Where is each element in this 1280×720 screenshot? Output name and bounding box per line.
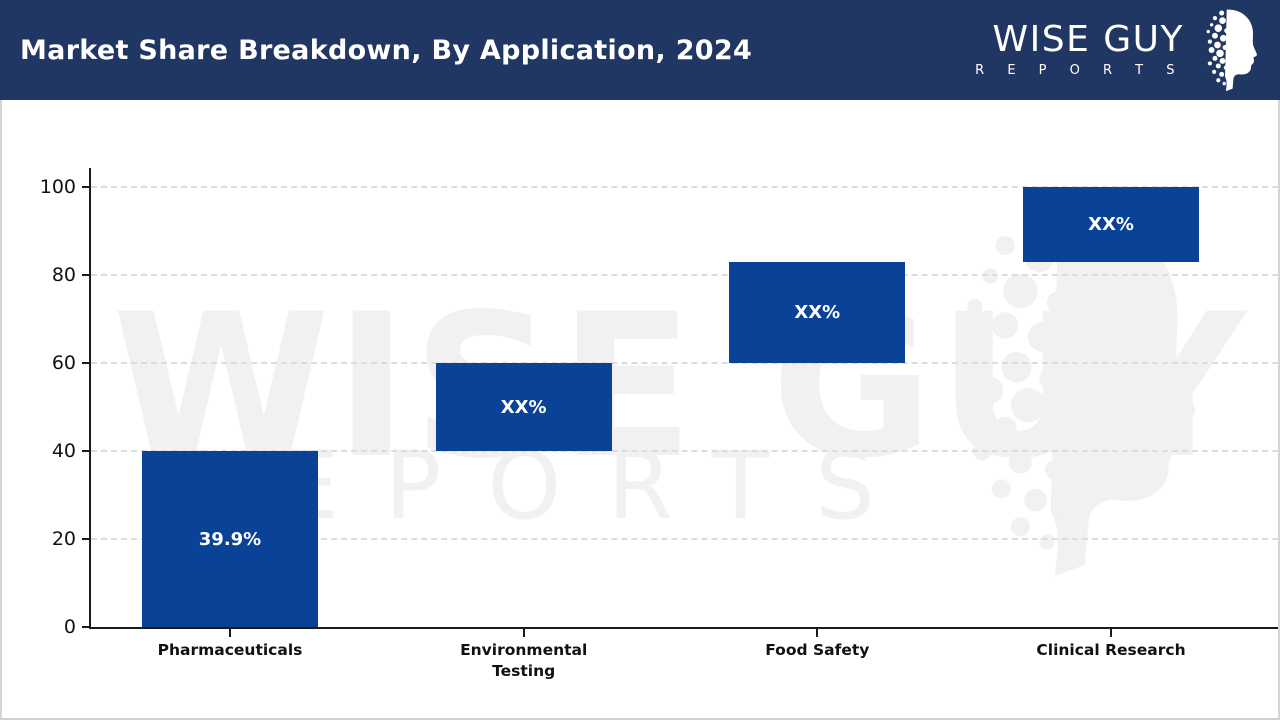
gridline <box>91 186 1278 188</box>
gridline <box>91 450 1278 452</box>
logo-wordmark: WISE GUY <box>992 19 1184 60</box>
x-axis-tick-mark <box>816 629 819 637</box>
bar-value-label: XX% <box>500 396 547 418</box>
x-axis-line <box>89 627 1278 629</box>
y-axis-tick-label: 80 <box>51 264 76 286</box>
x-axis-tick-mark <box>1110 629 1112 637</box>
header: Market Share Breakdown, By Application, … <box>0 0 1280 100</box>
x-axis-tick-mark <box>229 629 231 637</box>
y-axis-tick-label: 0 <box>63 616 76 638</box>
bar-value-label: XX% <box>1088 213 1134 235</box>
logo-text: WISE GUY R E P O R T S <box>975 19 1184 79</box>
y-axis-tick-mark <box>82 626 90 628</box>
gridline <box>91 538 1278 540</box>
x-axis-category-label: Environmental Testing <box>460 641 588 680</box>
y-axis-tick-label: 20 <box>51 528 76 550</box>
logo-subtext: R E P O R T S <box>975 63 1184 78</box>
y-axis-tick-label: 60 <box>51 352 76 374</box>
y-axis-tick-mark <box>82 450 90 452</box>
bar-segment: XX% <box>1023 187 1199 262</box>
y-axis-line <box>89 168 91 629</box>
x-axis-category-label: Pharmaceuticals <box>157 641 303 659</box>
bar-segment: XX% <box>435 363 612 452</box>
x-axis-tick-mark <box>522 629 525 637</box>
x-axis-category-label: Food Safety <box>765 641 870 659</box>
page-title: Market Share Breakdown, By Application, … <box>20 34 753 66</box>
gridline <box>91 274 1278 276</box>
bar-segment: 39.9% <box>142 451 318 627</box>
x-axis-category-label: Clinical Research <box>1036 641 1186 659</box>
y-axis-tick-mark <box>82 362 90 364</box>
wiseguy-logo: WISE GUY R E P O R T S <box>975 8 1262 92</box>
y-axis-tick-mark <box>82 186 90 188</box>
bar-value-label: XX% <box>794 301 841 323</box>
gridline <box>91 362 1278 364</box>
y-axis-tick-mark <box>82 538 90 540</box>
dotted-head-logo-icon <box>1206 9 1257 92</box>
bar-value-label: 39.9% <box>198 528 262 550</box>
y-axis-tick-label: 40 <box>51 440 76 462</box>
y-axis-tick-label: 100 <box>39 176 76 198</box>
y-axis-tick-mark <box>82 274 90 276</box>
bar-segment: XX% <box>729 261 906 363</box>
